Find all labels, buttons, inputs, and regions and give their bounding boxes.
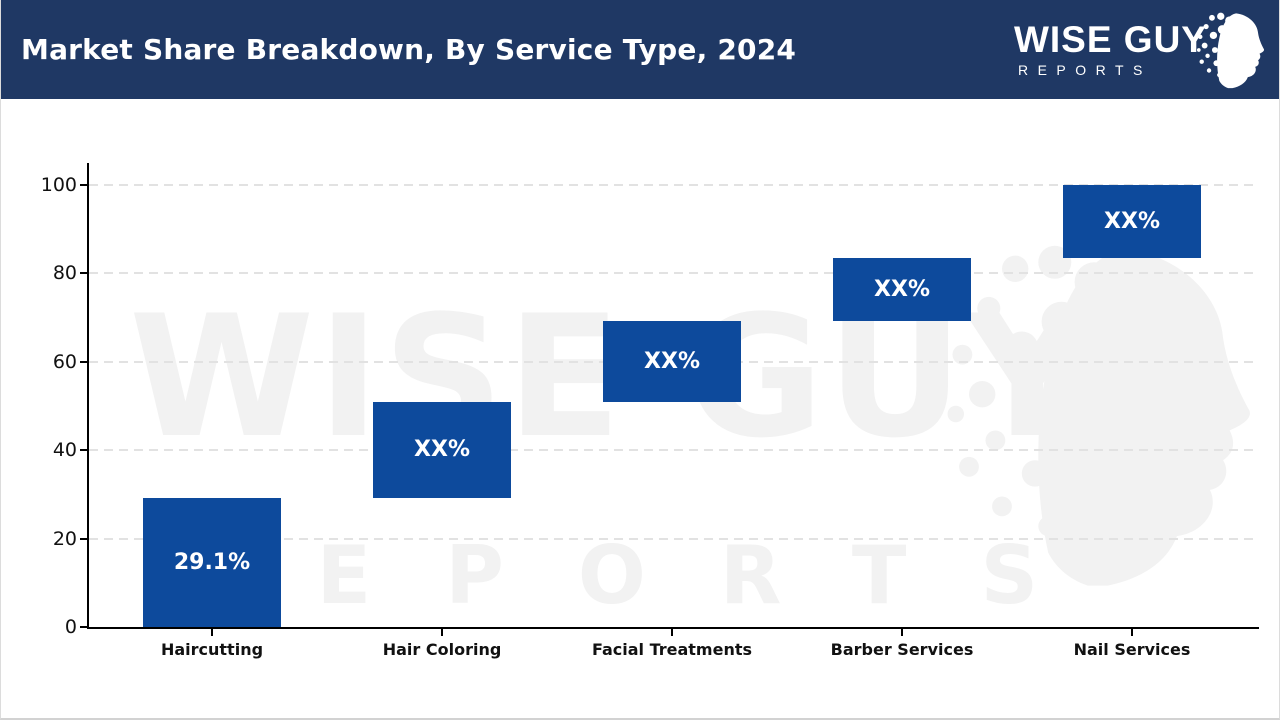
bar-value-label: XX% [874, 277, 930, 303]
gridline-40 [89, 449, 1259, 452]
x-tick-1 [441, 629, 443, 636]
y-tick-100 [80, 184, 88, 186]
y-tick-80 [80, 272, 88, 275]
x-tick-0 [211, 629, 213, 636]
x-category-label-2: Facial Treatments [591, 640, 753, 659]
gridline-100 [89, 184, 1259, 186]
bar-haircutting: 29.1% [143, 498, 281, 627]
x-category-label-3: Barber Services [830, 640, 974, 659]
bar-value-label: XX% [1104, 208, 1160, 234]
gridline-80 [89, 272, 1259, 275]
logo-wordmark: WISE GUY [1013, 19, 1207, 60]
x-category-label-4: Nail Services [1073, 640, 1191, 659]
x-tick-3 [901, 629, 903, 636]
x-category-label-0: Haircutting [160, 640, 264, 659]
logo-text: WISE GUY REPORTS [1014, 21, 1207, 78]
y-tick-20 [80, 537, 88, 540]
y-tick-0 [80, 626, 88, 628]
y-tick-label-60: 60 [52, 350, 77, 373]
y-tick-40 [80, 449, 88, 452]
logo-face-icon [1196, 12, 1265, 88]
gridline-20 [89, 537, 1259, 540]
y-tick-60 [80, 360, 88, 363]
y-tick-label-20: 20 [52, 527, 77, 550]
bar-value-label: 29.1% [173, 550, 251, 576]
x-axis-line [87, 627, 1259, 629]
bar-hair-coloring: XX% [373, 401, 511, 499]
y-tick-label-40: 40 [52, 439, 77, 462]
x-tick-2 [671, 629, 673, 636]
bar-facial-treatments: XX% [603, 321, 741, 402]
y-tick-label-0: 0 [64, 616, 77, 638]
y-axis-line [87, 163, 89, 629]
logo-subtext: REPORTS [1017, 62, 1152, 78]
header-bar: Market Share Breakdown, By Service Type,… [1, 0, 1279, 99]
y-tick-label-80: 80 [52, 262, 77, 285]
page-title: Market Share Breakdown, By Service Type,… [21, 33, 797, 66]
bar-barber-services: XX% [833, 257, 971, 322]
bar-nail-services: XX% [1063, 185, 1201, 258]
x-tick-4 [1131, 629, 1133, 636]
x-category-label-1: Hair Coloring [382, 640, 502, 659]
y-tick-label-100: 100 [40, 174, 77, 196]
wiseguy-logo: WISE GUY REPORTS [1014, 9, 1269, 91]
bar-value-label: XX% [414, 437, 470, 463]
bar-value-label: XX% [644, 348, 700, 374]
